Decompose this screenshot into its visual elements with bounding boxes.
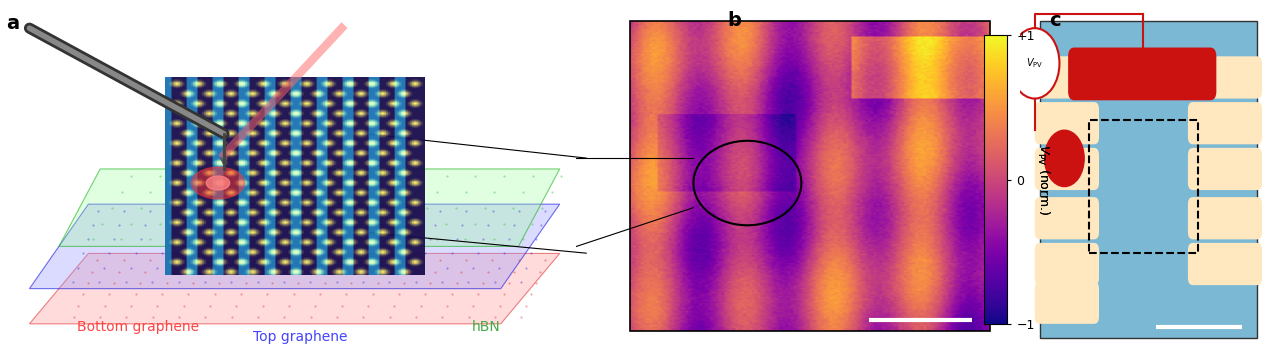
FancyBboxPatch shape <box>1188 102 1262 144</box>
Bar <box>1040 21 1257 338</box>
FancyBboxPatch shape <box>1188 197 1262 239</box>
Bar <box>1090 120 1197 253</box>
Circle shape <box>1044 130 1085 187</box>
FancyBboxPatch shape <box>1035 102 1098 144</box>
Text: $V_{\mathrm{PV}}$: $V_{\mathrm{PV}}$ <box>1026 56 1044 70</box>
Text: c: c <box>1049 11 1062 30</box>
Polygon shape <box>29 253 560 324</box>
Text: b: b <box>727 11 741 30</box>
FancyBboxPatch shape <box>1188 243 1262 285</box>
Y-axis label: $V_\mathrm{PV}$ (norm.): $V_\mathrm{PV}$ (norm.) <box>1035 144 1052 215</box>
Polygon shape <box>29 204 560 289</box>
Text: Top graphene: Top graphene <box>253 331 348 345</box>
FancyBboxPatch shape <box>1188 148 1262 190</box>
Text: hBN: hBN <box>471 320 500 334</box>
FancyBboxPatch shape <box>1188 56 1262 99</box>
FancyBboxPatch shape <box>1035 148 1098 190</box>
Bar <box>631 21 991 331</box>
Text: Bottom graphene: Bottom graphene <box>76 320 199 334</box>
Polygon shape <box>60 169 560 246</box>
Text: a: a <box>6 14 19 33</box>
FancyBboxPatch shape <box>1035 197 1098 239</box>
FancyBboxPatch shape <box>1035 56 1098 99</box>
FancyBboxPatch shape <box>1035 282 1098 324</box>
Text: $V_{\mathrm{PV}}$ (norm.): $V_{\mathrm{PV}}$ (norm.) <box>1035 144 1050 215</box>
Circle shape <box>1010 28 1059 99</box>
Circle shape <box>207 176 229 190</box>
FancyBboxPatch shape <box>1068 48 1216 100</box>
Circle shape <box>191 167 245 199</box>
FancyBboxPatch shape <box>1035 243 1098 285</box>
